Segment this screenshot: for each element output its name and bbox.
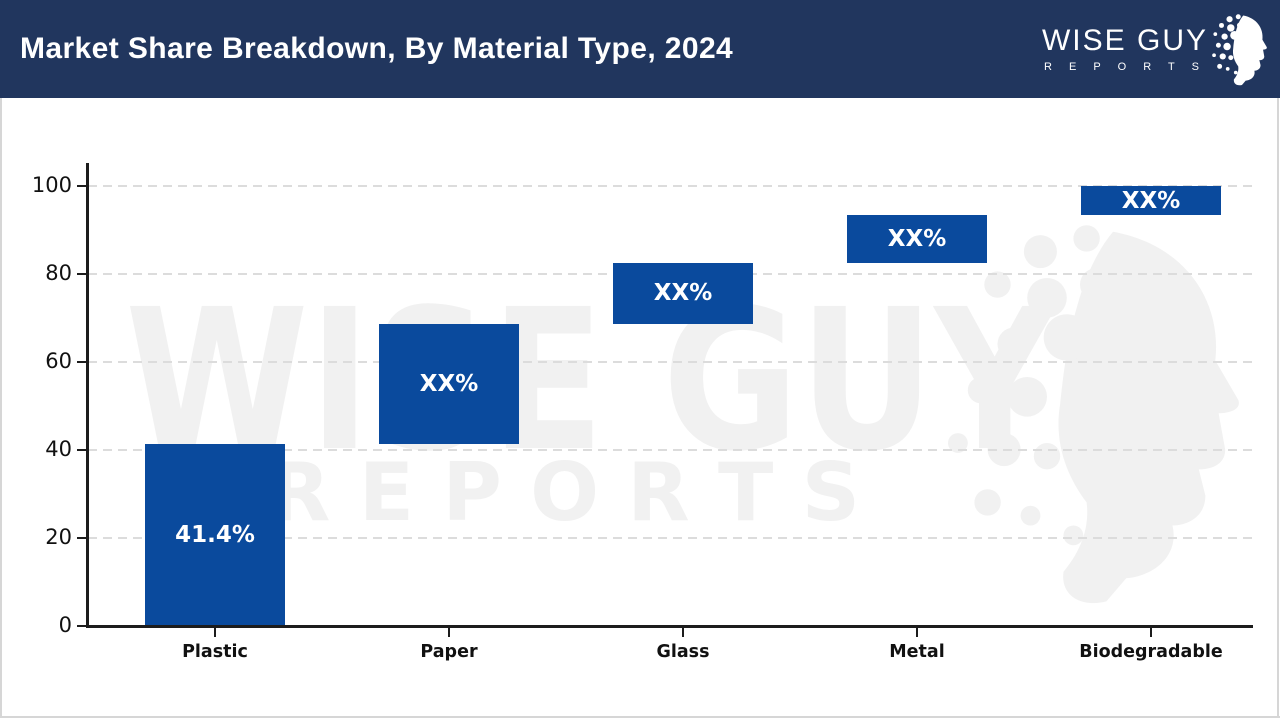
- bar-label-paper: XX%: [419, 370, 479, 397]
- y-tick-20: [77, 537, 86, 539]
- bar-metal: XX%: [847, 215, 987, 263]
- x-tick-label-metal: Metal: [889, 642, 945, 662]
- bar-plastic: 41.4%: [145, 443, 285, 626]
- brand-logo-text: WISE GUY R E P O R T S: [1041, 23, 1208, 73]
- bar-label-plastic: 41.4%: [175, 521, 255, 548]
- x-tick-paper: [448, 628, 450, 637]
- y-tick-label-60: 60: [45, 349, 72, 373]
- x-tick-biodegradable: [1150, 628, 1152, 637]
- x-tick-glass: [682, 628, 684, 637]
- gridline-60: [88, 361, 1253, 363]
- x-tick-label-biodegradable: Biodegradable: [1079, 642, 1223, 662]
- x-tick-metal: [916, 628, 918, 637]
- bar-label-glass: XX%: [653, 280, 713, 307]
- y-tick-label-20: 20: [45, 525, 72, 549]
- header-bar: Market Share Breakdown, By Material Type…: [0, 0, 1280, 98]
- dotted-face-profile-icon: [1212, 14, 1267, 86]
- x-tick-label-paper: Paper: [420, 642, 478, 662]
- y-tick-0: [77, 625, 86, 627]
- gridline-100: [88, 185, 1253, 187]
- logo-subtext: R E P O R T S: [1044, 60, 1206, 73]
- bar-glass: XX%: [613, 263, 753, 324]
- logo-wordmark: WISE GUY: [1041, 23, 1208, 57]
- y-tick-80: [77, 273, 86, 275]
- chart-area: WISE GUY R E P O R T S 0 20 40 60 80 100 41.4%…: [0, 98, 1280, 716]
- bar-paper: XX%: [379, 323, 519, 444]
- y-tick-label-80: 80: [45, 261, 72, 285]
- gridline-20: [88, 537, 1253, 539]
- page-border-right: [1277, 98, 1279, 718]
- y-tick-label-100: 100: [31, 173, 72, 197]
- y-tick-60: [77, 361, 86, 363]
- x-tick-label-glass: Glass: [656, 642, 710, 662]
- y-tick-40: [77, 449, 86, 451]
- bar-label-biodegradable: XX%: [1121, 187, 1181, 214]
- y-tick-100: [77, 185, 86, 187]
- x-axis: [86, 625, 1253, 628]
- x-tick-label-plastic: Plastic: [182, 642, 248, 662]
- y-axis: [86, 163, 89, 628]
- x-tick-plastic: [214, 628, 216, 637]
- bar-label-metal: XX%: [887, 226, 947, 252]
- watermark-line2: R E P O R T S: [268, 446, 860, 539]
- brand-logo: WISE GUY R E P O R T S: [1042, 11, 1280, 87]
- page-border-left: [0, 98, 2, 718]
- y-tick-label-40: 40: [45, 437, 72, 461]
- bar-biodegradable: XX%: [1081, 186, 1221, 216]
- gridline-40: [88, 449, 1253, 451]
- page-border-bottom: [0, 716, 1280, 718]
- page-title: Market Share Breakdown, By Material Type…: [20, 32, 734, 65]
- y-tick-label-0: 0: [58, 613, 72, 637]
